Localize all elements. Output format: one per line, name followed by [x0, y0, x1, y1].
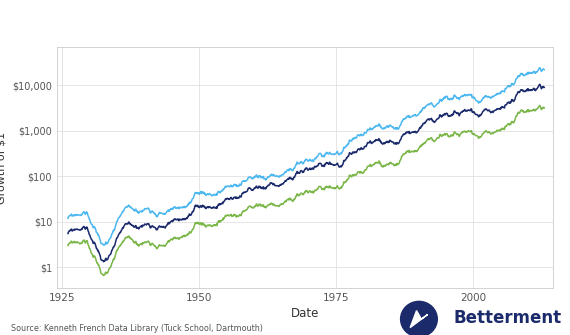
Circle shape: [401, 302, 437, 335]
Y-axis label: Growth of $1: Growth of $1: [0, 131, 7, 204]
Text: Source: Kenneth French Data Library (Tuck School, Dartmouth): Source: Kenneth French Data Library (Tuc…: [11, 324, 263, 333]
X-axis label: Date: Date: [291, 307, 319, 320]
Polygon shape: [410, 311, 428, 328]
Text: Betterment: Betterment: [453, 309, 561, 327]
